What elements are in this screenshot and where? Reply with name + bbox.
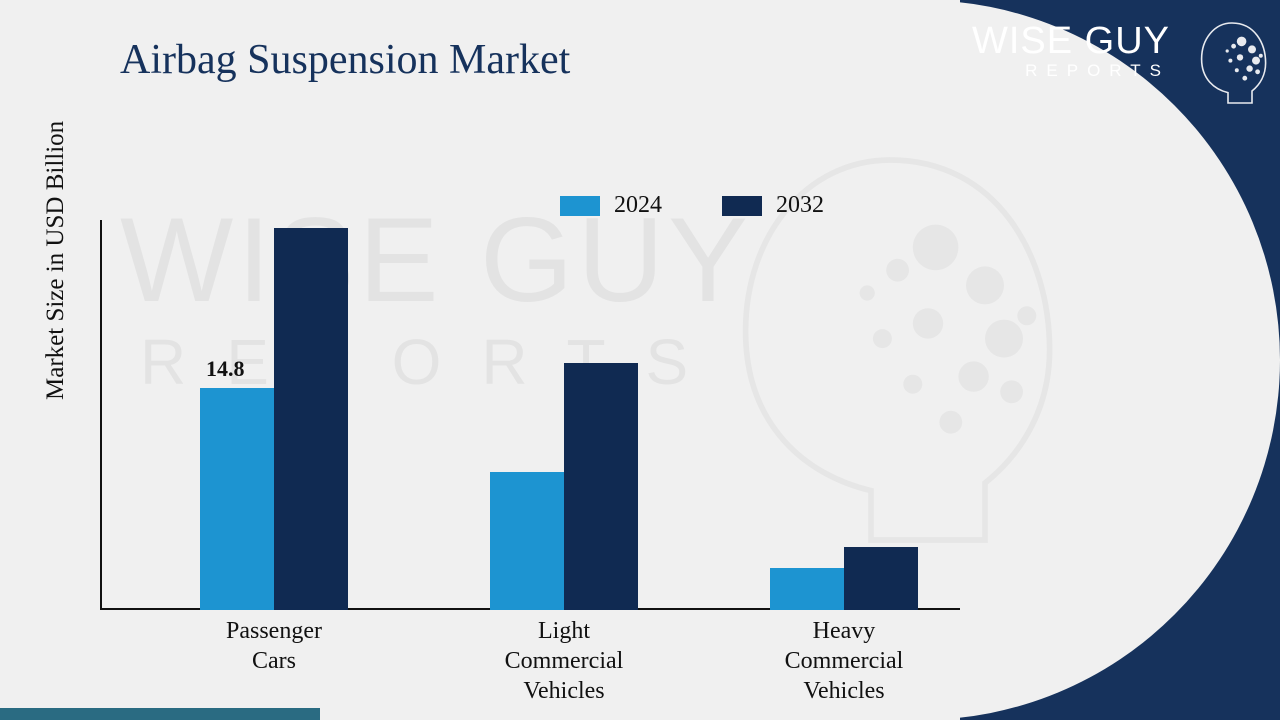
bar-2032 [844,547,918,610]
bar-group [770,547,918,610]
category-label: PassengerCars [170,616,378,676]
bar-group [490,363,638,611]
bar-2032 [274,228,348,611]
category-label: LightCommercialVehicles [460,616,668,706]
legend-label-2024: 2024 [614,192,662,219]
y-axis-line [100,220,102,610]
bar-value-label: 14.8 [206,356,245,382]
chart-title: Airbag Suspension Market [120,36,570,84]
legend-item-2024: 2024 [560,192,662,219]
y-axis-label: Market Size in USD Billion [42,121,70,400]
legend-swatch-2032 [722,196,762,216]
legend-swatch-2024 [560,196,600,216]
bar-2024 [490,472,564,610]
brand-logo: WISE GUY REPORTS [972,22,1170,79]
chart-canvas: WISE GUY REPORTS WISE GUY REPORTS Airbag… [0,0,1280,720]
legend: 2024 2032 [560,192,824,219]
bar-group [200,228,348,611]
bar-2032 [564,363,638,611]
brand-line1: WISE GUY [972,22,1170,60]
logo-head-icon [1192,18,1272,108]
bottom-accent-strip [0,708,320,720]
category-label: HeavyCommercialVehicles [740,616,948,706]
bar-2024 [770,568,844,610]
bar-chart: 14.8PassengerCarsLightCommercialVehicles… [100,220,960,610]
legend-item-2032: 2032 [722,192,824,219]
brand-line2: REPORTS [972,62,1170,79]
legend-label-2032: 2032 [776,192,824,219]
bar-2024 [200,388,274,610]
